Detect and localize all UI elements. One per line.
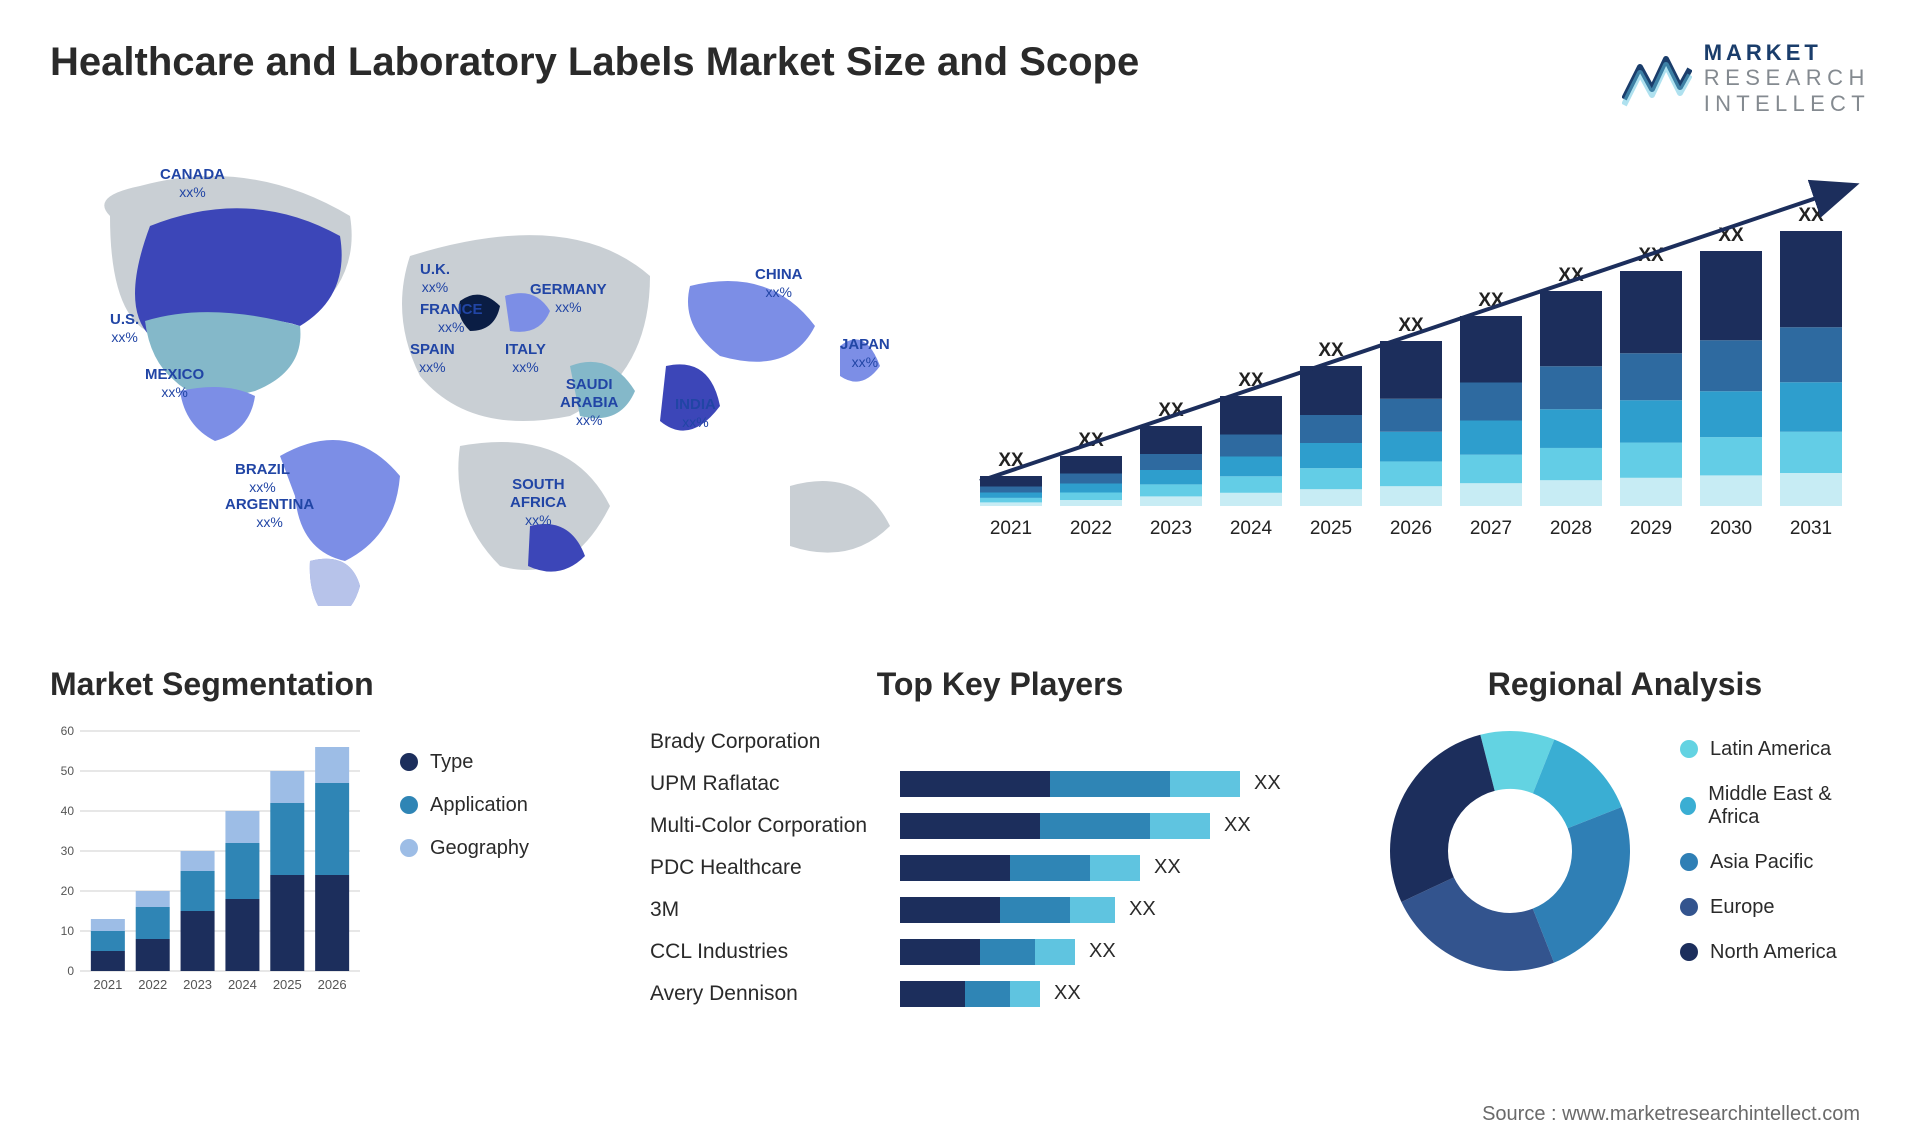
- player-name: Avery Dennison: [650, 982, 900, 1006]
- brand-logo: MARKET RESEARCH INTELLECT: [1622, 40, 1870, 116]
- svg-text:2022: 2022: [1070, 518, 1112, 539]
- player-value: XX: [1089, 940, 1116, 963]
- legend-item: Asia Pacific: [1680, 851, 1870, 874]
- player-value: XX: [1224, 814, 1251, 837]
- legend-item: Type: [400, 751, 529, 774]
- map-label: INDIAxx%: [675, 396, 716, 431]
- svg-text:2023: 2023: [1150, 518, 1192, 539]
- player-name: CCL Industries: [650, 940, 900, 964]
- svg-text:2028: 2028: [1550, 518, 1592, 539]
- player-name: PDC Healthcare: [650, 856, 900, 880]
- svg-text:2027: 2027: [1470, 518, 1512, 539]
- svg-text:2025: 2025: [1310, 518, 1352, 539]
- player-row: 3M XX: [650, 889, 1350, 931]
- svg-text:60: 60: [61, 724, 75, 738]
- player-row: Brady Corporation: [650, 721, 1350, 763]
- source-text: Source : www.marketresearchintellect.com: [1482, 1103, 1860, 1126]
- map-label: MEXICOxx%: [145, 366, 204, 401]
- legend-item: Latin America: [1680, 738, 1870, 761]
- player-row: PDC Healthcare XX: [650, 847, 1350, 889]
- map-label: FRANCExx%: [420, 301, 483, 336]
- map-label: CHINAxx%: [755, 266, 803, 301]
- svg-text:30: 30: [61, 844, 75, 858]
- player-bar: [900, 771, 1240, 797]
- brand-line2: RESEARCH: [1704, 65, 1870, 90]
- player-bar: [900, 981, 1040, 1007]
- player-name: Multi-Color Corporation: [650, 814, 900, 838]
- players-panel: Top Key Players Brady Corporation UPM Raf…: [650, 666, 1350, 1015]
- svg-text:2021: 2021: [990, 518, 1032, 539]
- svg-text:0: 0: [67, 964, 74, 978]
- player-value: XX: [1054, 982, 1081, 1005]
- players-title: Top Key Players: [650, 666, 1350, 703]
- player-row: Avery Dennison XX: [650, 973, 1350, 1015]
- player-bar: [900, 813, 1210, 839]
- brand-icon: [1622, 49, 1692, 107]
- svg-text:2029: 2029: [1630, 518, 1672, 539]
- brand-line1: MARKET: [1704, 40, 1870, 65]
- legend-item: Middle East & Africa: [1680, 783, 1870, 829]
- segmentation-title: Market Segmentation: [50, 666, 620, 703]
- world-map: CANADAxx% U.S.xx%MEXICOxx% BRAZILxx%ARGENT…: [50, 166, 920, 606]
- forecast-chart: 2021XX2022XX2023XX2024XX2025XX2026XX2027…: [960, 166, 1870, 606]
- svg-text:2021: 2021: [93, 977, 122, 992]
- map-label: U.S.xx%: [110, 311, 139, 346]
- svg-text:2022: 2022: [138, 977, 167, 992]
- svg-text:50: 50: [61, 764, 75, 778]
- svg-text:2031: 2031: [1790, 518, 1832, 539]
- svg-text:20: 20: [61, 884, 75, 898]
- player-name: 3M: [650, 898, 900, 922]
- map-label: SPAINxx%: [410, 341, 455, 376]
- player-bar: [900, 855, 1140, 881]
- map-label: GERMANYxx%: [530, 281, 607, 316]
- map-label: ARGENTINAxx%: [225, 496, 314, 531]
- page-title: Healthcare and Laboratory Labels Market …: [50, 40, 1139, 85]
- regional-panel: Regional Analysis Latin America Middle Ea…: [1380, 666, 1870, 1015]
- map-label: SAUDIARABIAxx%: [560, 376, 618, 429]
- player-row: UPM Raflatac XX: [650, 763, 1350, 805]
- legend-item: Geography: [400, 837, 529, 860]
- player-row: CCL Industries XX: [650, 931, 1350, 973]
- player-name: UPM Raflatac: [650, 772, 900, 796]
- player-name: Brady Corporation: [650, 730, 900, 754]
- regional-title: Regional Analysis: [1380, 666, 1870, 703]
- player-bar: [900, 897, 1115, 923]
- player-bar: [900, 939, 1075, 965]
- map-label: BRAZILxx%: [235, 461, 290, 496]
- map-label: U.K.xx%: [420, 261, 450, 296]
- map-label: JAPANxx%: [840, 336, 890, 371]
- player-row: Multi-Color Corporation XX: [650, 805, 1350, 847]
- legend-item: Application: [400, 794, 529, 817]
- svg-text:40: 40: [61, 804, 75, 818]
- svg-text:2024: 2024: [228, 977, 257, 992]
- svg-text:XX: XX: [1798, 205, 1824, 226]
- svg-text:2025: 2025: [273, 977, 302, 992]
- legend-item: Europe: [1680, 896, 1870, 919]
- legend-item: North America: [1680, 941, 1870, 964]
- segmentation-panel: Market Segmentation 0 10 20 30 40 50 60 2021 202…: [50, 666, 620, 1015]
- svg-text:10: 10: [61, 924, 75, 938]
- svg-text:2026: 2026: [1390, 518, 1432, 539]
- svg-text:2030: 2030: [1710, 518, 1752, 539]
- map-label: ITALYxx%: [505, 341, 546, 376]
- svg-text:2023: 2023: [183, 977, 212, 992]
- player-value: XX: [1154, 856, 1181, 879]
- player-value: XX: [1254, 772, 1281, 795]
- brand-line3: INTELLECT: [1704, 91, 1870, 116]
- player-value: XX: [1129, 898, 1156, 921]
- map-label: SOUTHAFRICAxx%: [510, 476, 567, 529]
- svg-text:2026: 2026: [318, 977, 347, 992]
- map-label: CANADAxx%: [160, 166, 225, 201]
- svg-text:2024: 2024: [1230, 518, 1273, 539]
